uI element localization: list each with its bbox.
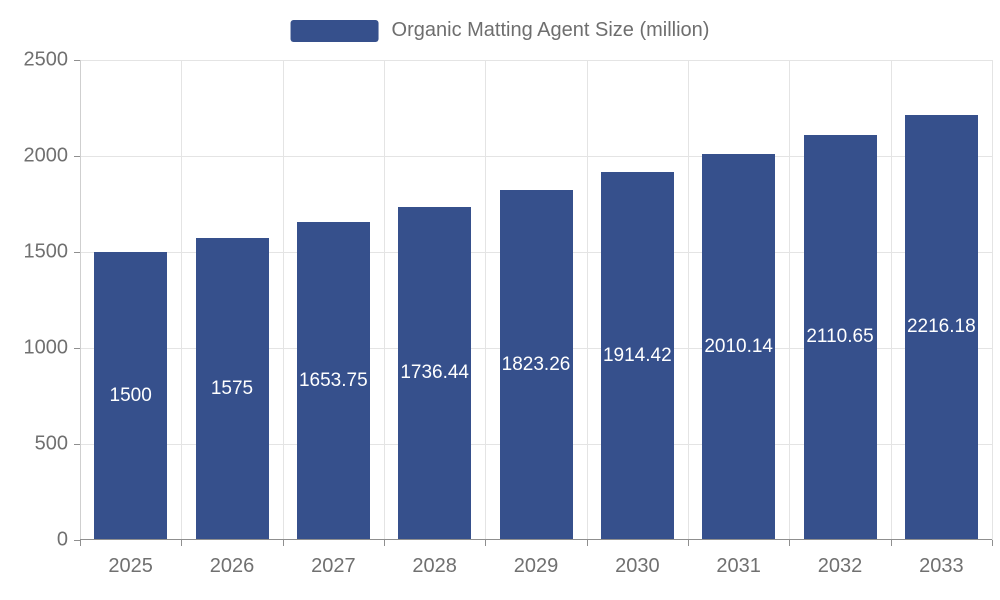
bar <box>94 252 168 540</box>
bar-value-label: 2110.65 <box>806 326 874 348</box>
gridline-vertical <box>688 60 689 540</box>
x-tick-mark <box>789 540 791 546</box>
legend-label: Organic Matting Agent Size (million) <box>391 19 710 41</box>
x-axis-tick-label: 2028 <box>412 555 457 577</box>
x-axis-tick-label: 2029 <box>513 555 559 577</box>
gridline-horizontal <box>80 156 992 157</box>
bar <box>398 206 472 540</box>
y-axis-tick-label: 500 <box>34 432 68 455</box>
bar <box>296 222 370 540</box>
y-axis-tick-label: 2500 <box>23 48 69 71</box>
x-axis-tick-label: 2025 <box>108 555 153 577</box>
y-tick-mark <box>74 348 80 349</box>
x-tick-mark <box>282 540 284 546</box>
bar <box>499 189 573 540</box>
bar-value-label: 1823.26 <box>501 353 571 375</box>
gridline-vertical <box>384 60 385 540</box>
gridline-vertical <box>992 60 993 540</box>
bar <box>702 154 776 540</box>
x-tick-mark <box>485 540 487 546</box>
x-tick-mark <box>384 540 385 546</box>
legend-swatch <box>290 19 379 42</box>
bar-value-label: 2216.18 <box>906 316 976 338</box>
x-axis-tick-label: 2031 <box>716 555 761 577</box>
x-axis-tick-label: 2027 <box>311 555 356 577</box>
x-axis-tick-label: 2033 <box>919 555 964 577</box>
bar-value-label: 1914.42 <box>602 345 672 367</box>
gridline-vertical <box>282 60 284 540</box>
y-tick-mark <box>74 444 80 445</box>
x-tick-mark <box>688 540 689 546</box>
plot-area: 0 500 1000 1500 2000 2500 1500 2025 1575 2026 1653… <box>24 49 993 577</box>
y-tick-mark <box>74 252 80 253</box>
bar-value-label: 2010.14 <box>704 336 773 358</box>
gridline-vertical <box>181 60 183 540</box>
y-axis-tick-label: 1000 <box>23 336 69 359</box>
x-tick-mark <box>992 540 993 546</box>
y-axis-line <box>80 60 81 540</box>
gridline-vertical <box>485 60 487 540</box>
y-axis-tick-label: 1500 <box>23 240 69 263</box>
y-axis-tick-label: 2000 <box>23 144 69 167</box>
gridline-vertical <box>789 60 791 540</box>
bar-value-label: 1500 <box>109 385 152 406</box>
x-tick-mark <box>890 540 892 546</box>
bar <box>600 172 674 540</box>
gridline-horizontal <box>80 60 992 61</box>
gridline-vertical <box>586 60 588 540</box>
bar-value-label: 1653.75 <box>298 370 368 392</box>
bar <box>904 114 978 540</box>
x-axis-tick-label: 2026 <box>209 555 255 577</box>
x-tick-mark <box>586 540 588 546</box>
y-tick-mark <box>74 156 80 157</box>
x-tick-mark <box>80 540 81 546</box>
x-tick-mark <box>181 540 183 546</box>
bar-value-label: 1575 <box>210 377 254 399</box>
x-axis-line <box>80 539 992 540</box>
legend[interactable]: Organic Matting Agent Size (million) <box>290 19 710 42</box>
x-axis-tick-label: 2030 <box>615 555 660 577</box>
gridline-vertical <box>890 60 892 540</box>
bar-value-label: 1736.44 <box>400 362 469 384</box>
y-tick-mark <box>74 540 80 541</box>
y-axis-tick-label: 0 <box>56 528 68 551</box>
bar <box>803 134 877 540</box>
y-tick-mark <box>74 60 80 61</box>
x-axis-tick-label: 2032 <box>817 555 863 577</box>
bar <box>195 237 269 540</box>
